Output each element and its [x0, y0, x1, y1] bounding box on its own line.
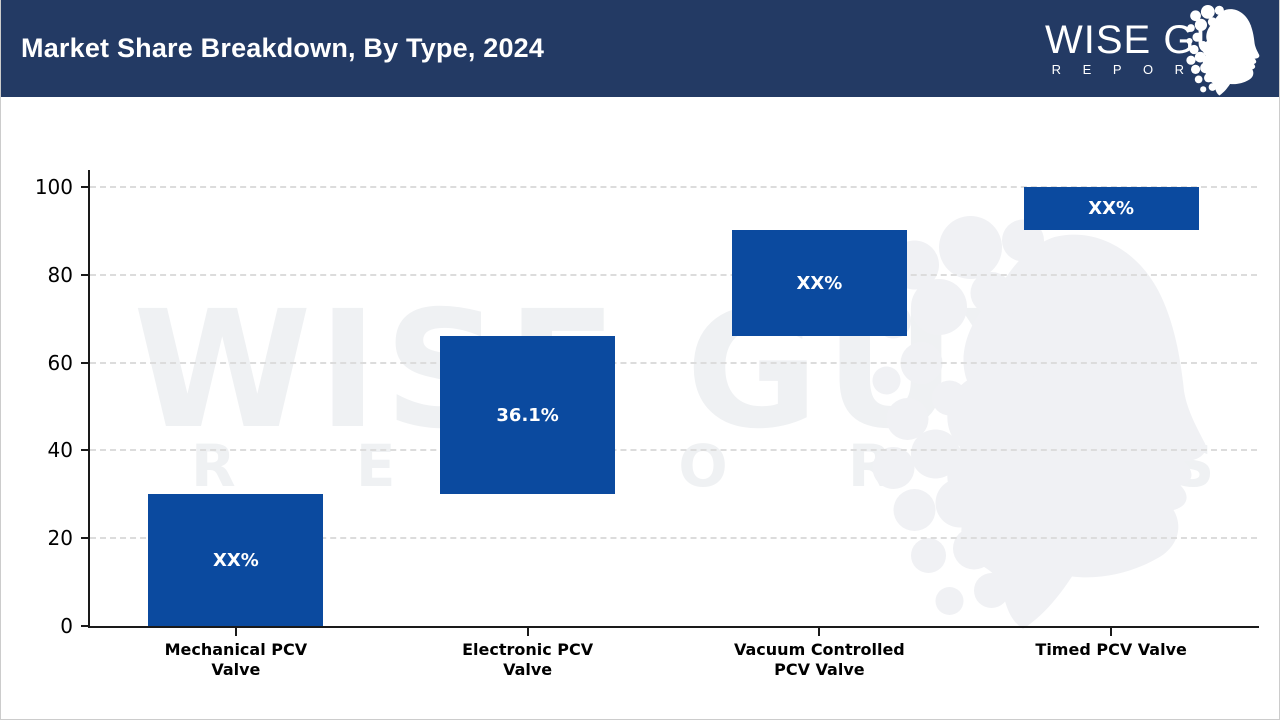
ytick-mark-40	[81, 449, 90, 452]
ytick-label-60: 60	[47, 350, 73, 375]
bar-value-label-3: XX%	[796, 272, 843, 294]
bar-value-label-1: XX%	[212, 549, 259, 571]
ytick-mark-0	[81, 625, 90, 627]
ytick-mark-20	[81, 537, 90, 540]
gridline-y80	[90, 273, 1257, 276]
wise-guy-logo: WISE GUY R E P O R T S	[1017, 2, 1267, 96]
ytick-label-80: 80	[47, 262, 73, 287]
xtick-label-3: Vacuum Controlled PCV Valve	[734, 640, 905, 679]
ytick-label-20: 20	[47, 526, 73, 551]
gridline-y40	[90, 449, 1257, 452]
bar-value-label-2: 36.1%	[496, 404, 559, 426]
ytick-label-0: 0	[60, 614, 73, 638]
xtick-mark-3	[818, 628, 821, 636]
ytick-label-40: 40	[47, 438, 73, 463]
xtick-label-1: Mechanical PCV Valve	[164, 640, 308, 679]
bar-4: XX%	[1023, 187, 1199, 231]
x-axis-spine	[88, 626, 1259, 628]
bar-value-label-4: XX%	[1088, 198, 1135, 220]
y-axis-spine	[88, 170, 90, 628]
gridline-y100	[90, 186, 1257, 188]
xtick-label-4: Timed PCV Valve	[1035, 640, 1187, 659]
gridline-y60	[90, 361, 1257, 364]
bar-3: XX%	[731, 230, 907, 336]
header-bar: Market Share Breakdown, By Type, 2024 WI…	[1, 0, 1279, 97]
ytick-mark-60	[81, 361, 90, 364]
xtick-mark-2	[526, 628, 529, 636]
ytick-mark-100	[81, 186, 90, 188]
chart-title: Market Share Breakdown, By Type, 2024	[21, 33, 545, 63]
gridline-y20	[90, 537, 1257, 540]
xtick-mark-1	[234, 628, 237, 636]
bar-1: XX%	[148, 494, 324, 626]
xtick-label-2: Electronic PCV Valve	[462, 640, 594, 679]
xtick-mark-4	[1110, 628, 1113, 636]
ytick-mark-80	[81, 273, 90, 276]
ytick-label-100: 100	[34, 175, 73, 199]
logo-face-icon	[1186, 5, 1260, 96]
bar-2: 36.1%	[440, 335, 616, 495]
